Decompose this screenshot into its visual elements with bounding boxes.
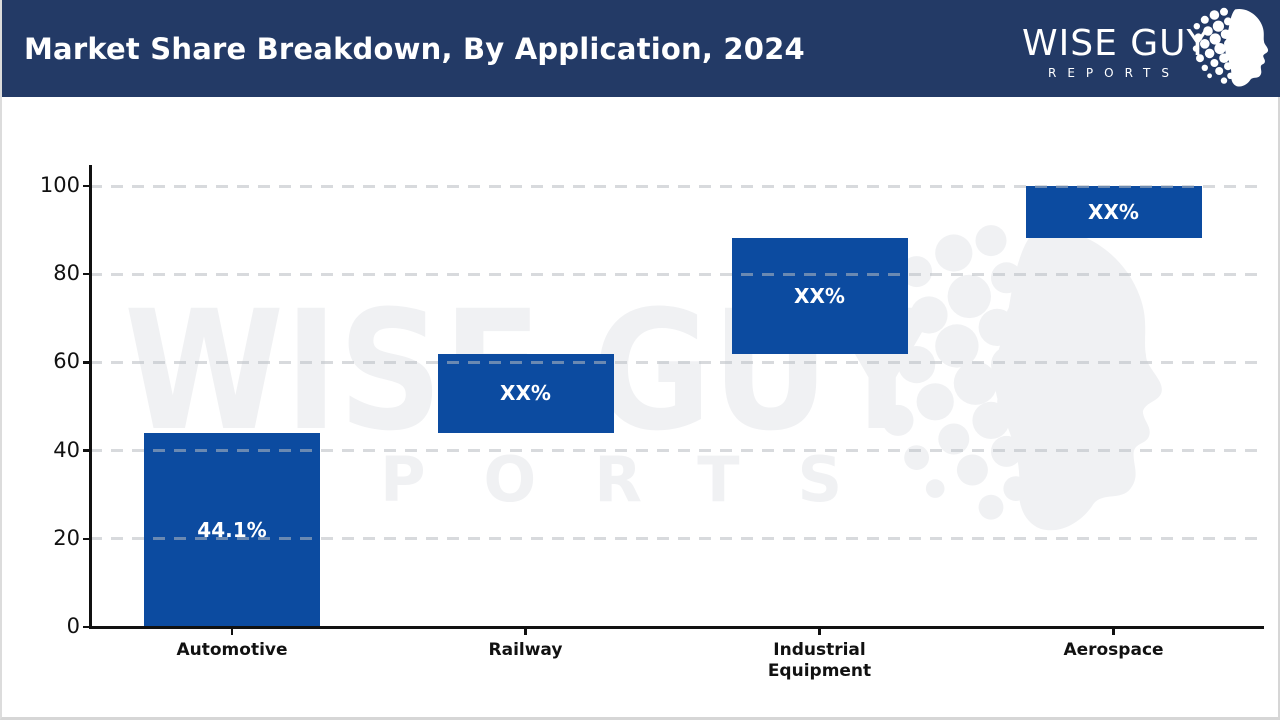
gridline-100 [90,184,1264,188]
y-tick-mark-100 [83,184,90,188]
y-tick-mark-80 [83,272,90,276]
x-tick-mark-2 [524,627,527,635]
y-tick-mark-60 [83,361,90,364]
wise-guy-logo: WISE GUY REPORTS [1022,5,1272,93]
bar-value-label: XX% [1088,200,1139,225]
logo-reports-label: REPORTS [1047,66,1180,80]
bar-industrial-equipment: XX% [731,238,908,355]
bar-value-label: XX% [500,381,551,406]
gridline-40 [90,449,1264,453]
bar-railway: XX% [437,354,614,433]
x-axis-line [90,625,1264,629]
y-tick-label-80: 80 [53,261,80,286]
gridline-20 [90,537,1264,541]
category-label-2: Railway [488,640,563,660]
y-tick-mark-0 [83,625,90,629]
x-tick-mark-1 [230,627,234,635]
y-tick-label-60: 60 [53,349,80,374]
bar-value-label: XX% [794,284,845,309]
gridline-80 [90,272,1264,276]
y-axis-line [88,165,92,629]
x-tick-mark-4 [1112,627,1115,635]
y-tick-mark-20 [83,537,90,541]
gridline-60 [90,360,1264,364]
logo-brand-label: WISE GUY [1022,23,1210,64]
x-tick-mark-3 [818,627,821,635]
header-bar: Market Share Breakdown, By Application, … [2,0,1280,97]
category-label-1: Automotive [176,640,288,660]
bar-automotive: 44.1% [144,432,320,627]
page-title: Market Share Breakdown, By Application, … [24,31,805,66]
bar-aerospace: XX% [1025,186,1202,239]
category-label-4: Aerospace [1063,640,1164,660]
y-tick-label-20: 20 [53,525,80,550]
y-tick-label-40: 40 [53,437,80,462]
watermark-head-icon [870,225,1162,531]
logo-text: WISE GUY REPORTS [1022,23,1210,81]
category-label-3: Industrial Equipment [767,640,872,681]
y-tick-label-0: 0 [66,614,80,638]
y-tick-label-100: 100 [39,173,80,197]
y-tick-mark-40 [83,449,90,452]
logo-head-icon [1192,7,1269,87]
